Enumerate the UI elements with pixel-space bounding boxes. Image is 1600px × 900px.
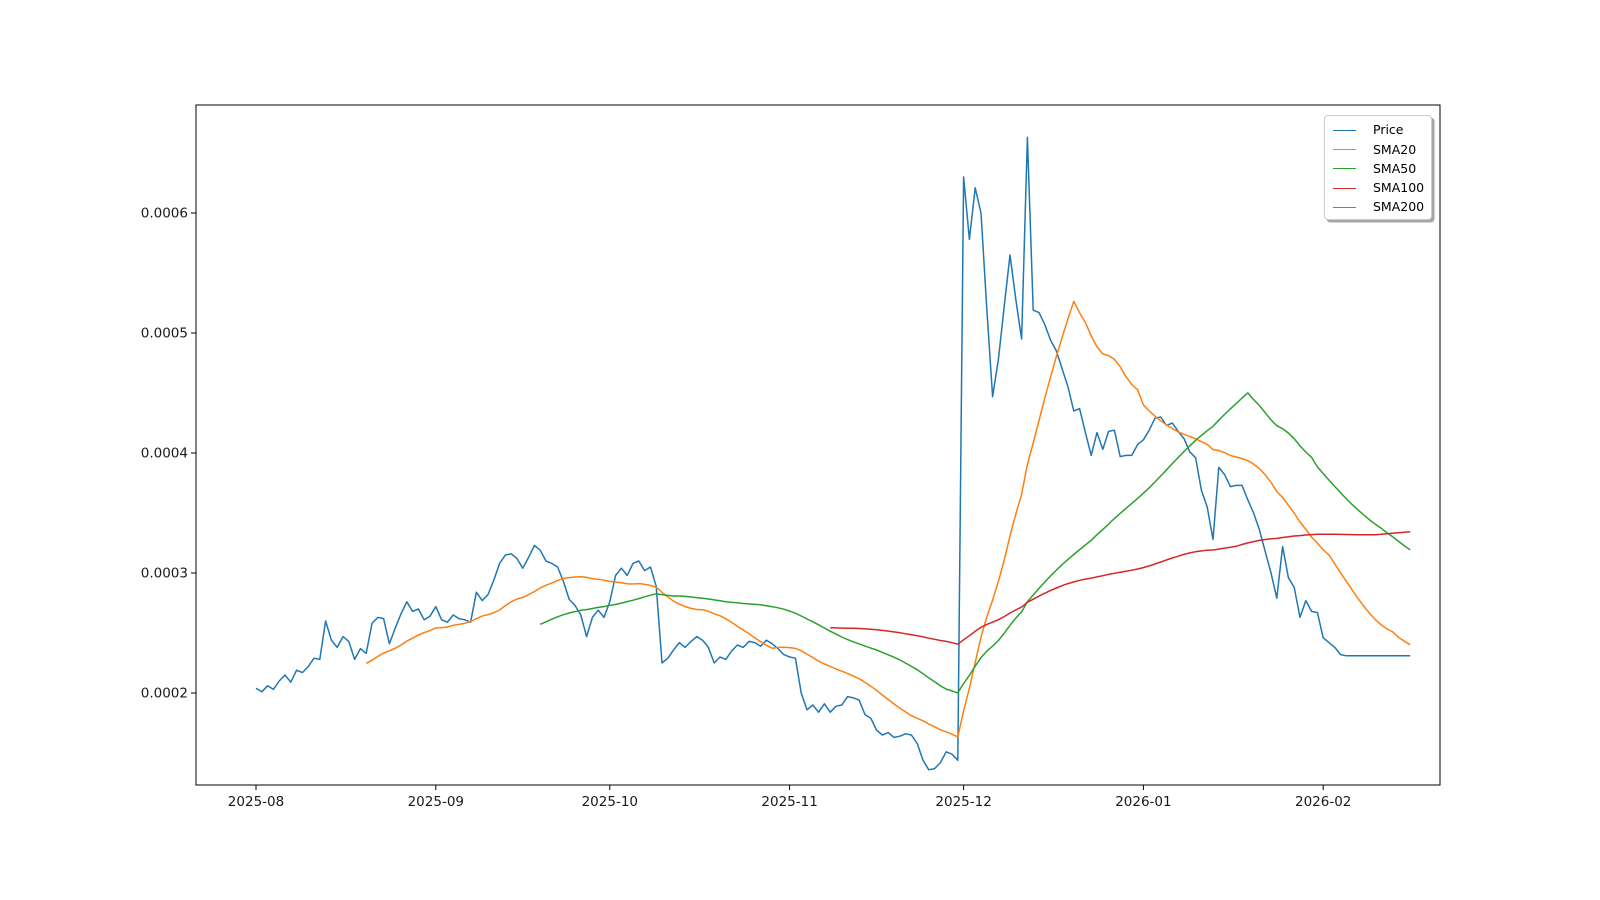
y-axis-tick-label: 0.0006 bbox=[141, 206, 188, 222]
y-axis-tick-label: 0.0005 bbox=[141, 326, 188, 342]
legend: Price SMA20 SMA50 SMA100 SMA200 bbox=[1324, 115, 1432, 220]
legend-label: SMA100 bbox=[1373, 179, 1425, 195]
series-layer bbox=[255, 136, 1411, 771]
legend-line-swatch bbox=[1333, 206, 1356, 208]
legend-entry-price: Price bbox=[1333, 121, 1431, 140]
legend-entry-sma20: SMA20 bbox=[1333, 140, 1431, 159]
legend-entry-sma50: SMA50 bbox=[1333, 159, 1431, 178]
sma50-line bbox=[539, 392, 1411, 694]
legend-line-swatch bbox=[1333, 130, 1356, 132]
legend-line-swatch bbox=[1333, 168, 1356, 170]
x-axis-tick-label: 2025-12 bbox=[935, 794, 991, 810]
x-axis-tick-label: 2025-11 bbox=[761, 794, 817, 810]
legend-label: SMA50 bbox=[1373, 160, 1417, 176]
x-axis-tick-label: 2025-09 bbox=[408, 794, 464, 810]
y-axis-tick-label: 0.0003 bbox=[141, 566, 188, 582]
legend-entry-sma100: SMA100 bbox=[1333, 179, 1431, 198]
sma100-line bbox=[830, 530, 1411, 645]
sma20-line bbox=[365, 300, 1411, 738]
x-axis-tick-label: 2025-08 bbox=[228, 794, 284, 810]
y-axis-tick-label: 0.0002 bbox=[141, 686, 188, 702]
plot-border bbox=[195, 104, 1441, 786]
x-axis-tick-label: 2026-02 bbox=[1295, 794, 1351, 810]
legend-line-swatch bbox=[1333, 149, 1356, 151]
legend-label: Price bbox=[1373, 122, 1404, 138]
x-axis-tick-label: 2025-10 bbox=[582, 794, 638, 810]
axis-tick-marks bbox=[191, 212, 1324, 790]
axis-tick-labels: 2025-08 2025-09 2025-10 2025-11 2025-12 2026-… bbox=[141, 206, 1352, 811]
legend-label: SMA20 bbox=[1373, 141, 1417, 157]
legend-entry-sma200: SMA200 bbox=[1333, 198, 1431, 217]
legend-line-swatch bbox=[1333, 187, 1356, 189]
price-line bbox=[255, 136, 1411, 771]
legend-label: SMA200 bbox=[1373, 199, 1425, 215]
y-axis-tick-label: 0.0004 bbox=[141, 446, 188, 462]
x-axis-tick-label: 2026-01 bbox=[1115, 794, 1171, 810]
